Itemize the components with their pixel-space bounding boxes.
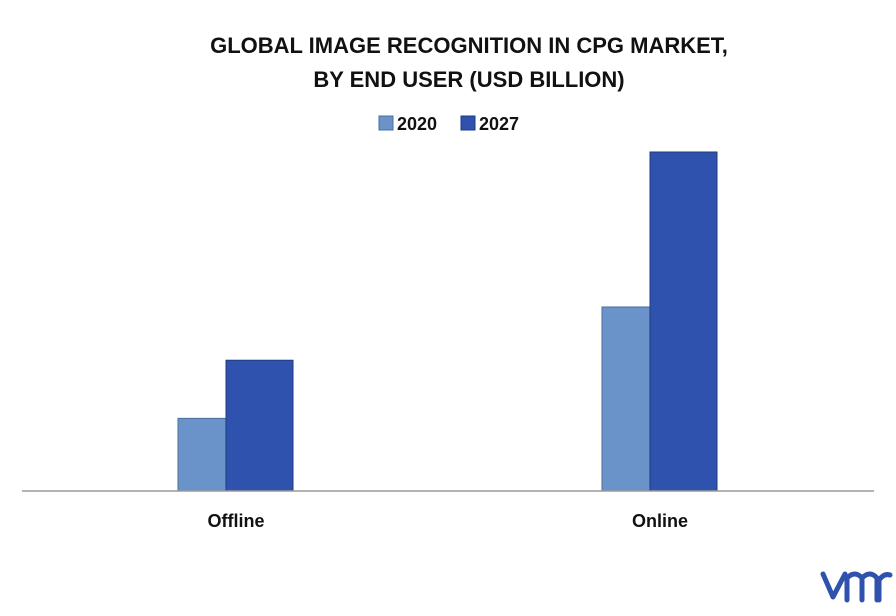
vmr-logo bbox=[820, 571, 893, 603]
legend-swatch-2020 bbox=[378, 115, 394, 131]
category-label-offline: Offline bbox=[208, 511, 265, 531]
legend-swatch-2027 bbox=[460, 115, 476, 131]
legend-label-2020: 2020 bbox=[397, 114, 437, 134]
chart-title-line-2: BY END USER (USD BILLION) bbox=[313, 67, 624, 92]
legend: 2020 2027 bbox=[378, 114, 519, 134]
bar-online-2027 bbox=[649, 151, 718, 492]
vmr-logo-mark bbox=[820, 571, 893, 603]
legend-label-2027: 2027 bbox=[479, 114, 519, 134]
bar-online-2020 bbox=[601, 306, 651, 492]
bar-offline-2027 bbox=[225, 359, 294, 492]
bar-offline-2020 bbox=[177, 417, 227, 492]
bars bbox=[177, 151, 718, 492]
category-label-online: Online bbox=[632, 511, 688, 531]
chart-title-line-1: GLOBAL IMAGE RECOGNITION IN CPG MARKET, bbox=[210, 33, 728, 58]
